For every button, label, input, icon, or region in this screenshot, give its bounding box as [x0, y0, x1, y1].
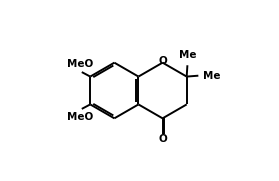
Text: Me: Me — [179, 50, 196, 60]
Text: MeO: MeO — [67, 59, 93, 69]
Text: O: O — [158, 56, 167, 66]
Text: O: O — [158, 134, 167, 144]
Text: Me: Me — [203, 71, 221, 81]
Text: MeO: MeO — [67, 112, 93, 122]
